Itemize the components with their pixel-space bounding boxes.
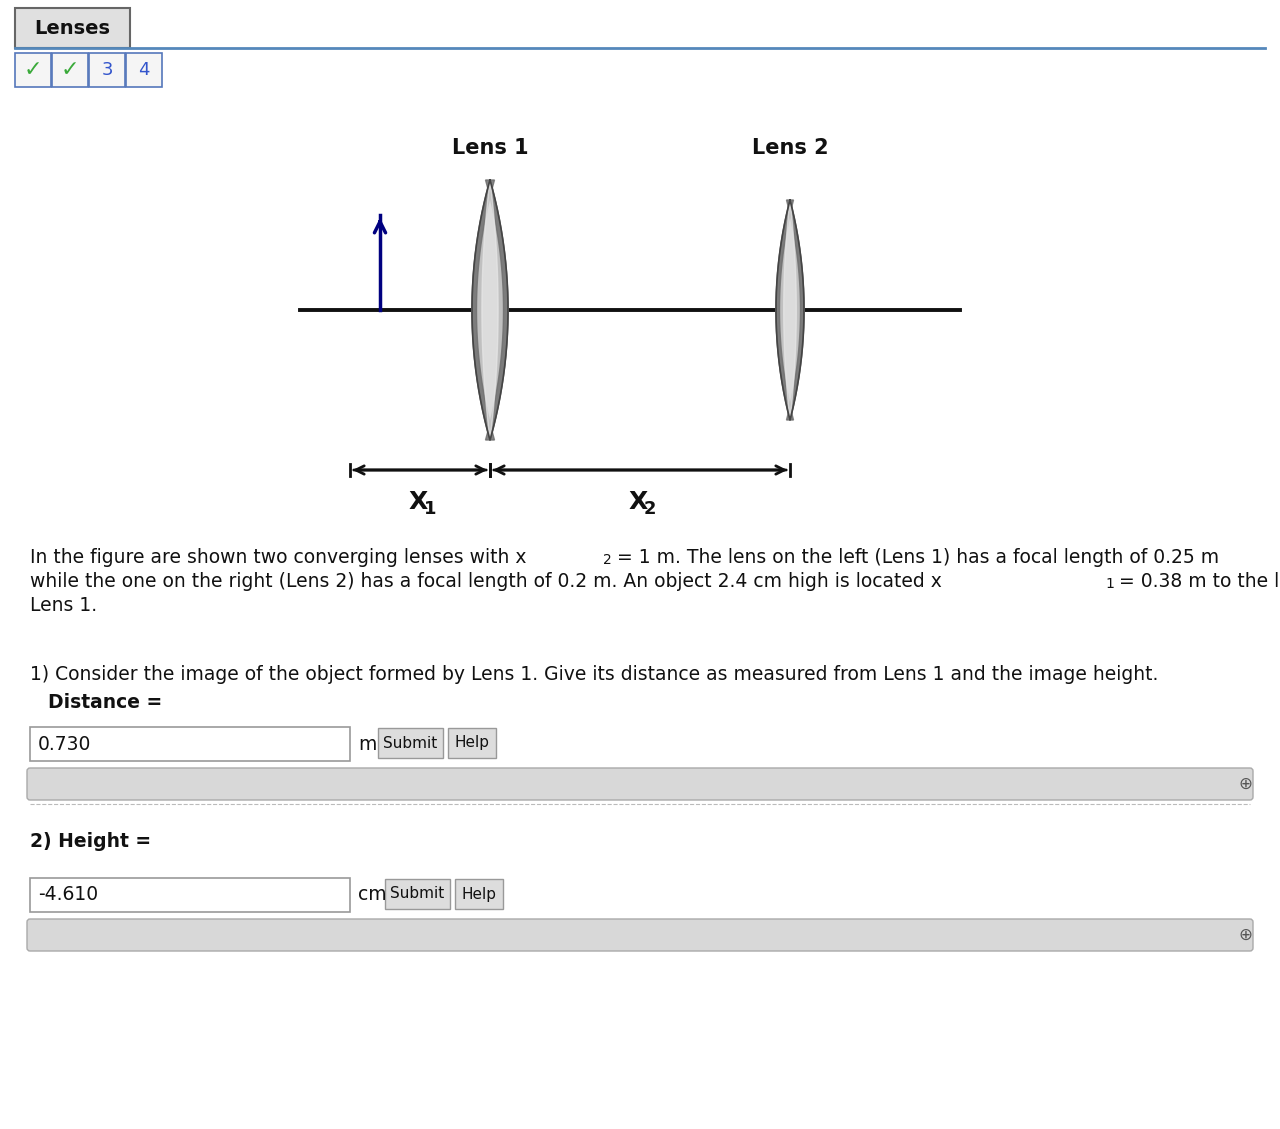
Text: In the figure are shown two converging lenses with x: In the figure are shown two converging l… [29,548,526,567]
FancyBboxPatch shape [125,53,163,87]
Text: Lenses: Lenses [35,19,110,38]
Text: X: X [408,490,428,514]
FancyBboxPatch shape [454,879,503,909]
FancyBboxPatch shape [29,727,349,761]
Polygon shape [472,180,508,440]
Text: 1: 1 [424,500,436,518]
Text: 2: 2 [603,553,612,567]
FancyBboxPatch shape [15,8,131,49]
Polygon shape [481,180,498,440]
Polygon shape [776,200,794,420]
FancyBboxPatch shape [52,53,88,87]
Text: 2: 2 [644,500,657,518]
FancyBboxPatch shape [27,768,1253,800]
Text: Lens 1.: Lens 1. [29,596,97,615]
Text: m: m [358,735,376,753]
Text: Submit: Submit [390,886,444,901]
Text: ⊕: ⊕ [1238,926,1252,944]
Text: ⊕: ⊕ [1238,774,1252,793]
Text: = 0.38 m to the left of: = 0.38 m to the left of [1114,572,1280,590]
Text: 1: 1 [1105,577,1114,590]
FancyBboxPatch shape [90,53,125,87]
FancyBboxPatch shape [27,919,1253,951]
Text: Help: Help [454,735,489,751]
Text: = 1 m. The lens on the left (Lens 1) has a focal length of 0.25 m: = 1 m. The lens on the left (Lens 1) has… [611,548,1219,567]
Text: Help: Help [462,886,497,901]
Text: while the one on the right (Lens 2) has a focal length of 0.2 m. An object 2.4 c: while the one on the right (Lens 2) has … [29,572,942,590]
FancyBboxPatch shape [378,728,443,758]
Polygon shape [786,200,804,420]
Text: 0.730: 0.730 [38,735,91,753]
Polygon shape [472,180,494,440]
Text: 3: 3 [101,61,113,79]
Text: Lens 2: Lens 2 [751,138,828,158]
Text: -4.610: -4.610 [38,885,99,904]
Polygon shape [776,200,804,420]
FancyBboxPatch shape [385,879,451,909]
Polygon shape [485,180,508,440]
Text: Submit: Submit [384,735,438,751]
Text: 4: 4 [138,61,150,79]
Text: Lens 1: Lens 1 [452,138,529,158]
Text: X: X [628,490,648,514]
Text: cm: cm [358,885,387,904]
Text: ✓: ✓ [24,60,42,80]
FancyBboxPatch shape [448,728,497,758]
Text: ✓: ✓ [60,60,79,80]
Text: 2) Height =: 2) Height = [29,832,151,851]
FancyBboxPatch shape [29,878,349,912]
Text: Distance =: Distance = [49,693,163,712]
Polygon shape [783,200,796,420]
Text: 1) Consider the image of the object formed by Lens 1. Give its distance as measu: 1) Consider the image of the object form… [29,665,1158,684]
FancyBboxPatch shape [15,53,51,87]
